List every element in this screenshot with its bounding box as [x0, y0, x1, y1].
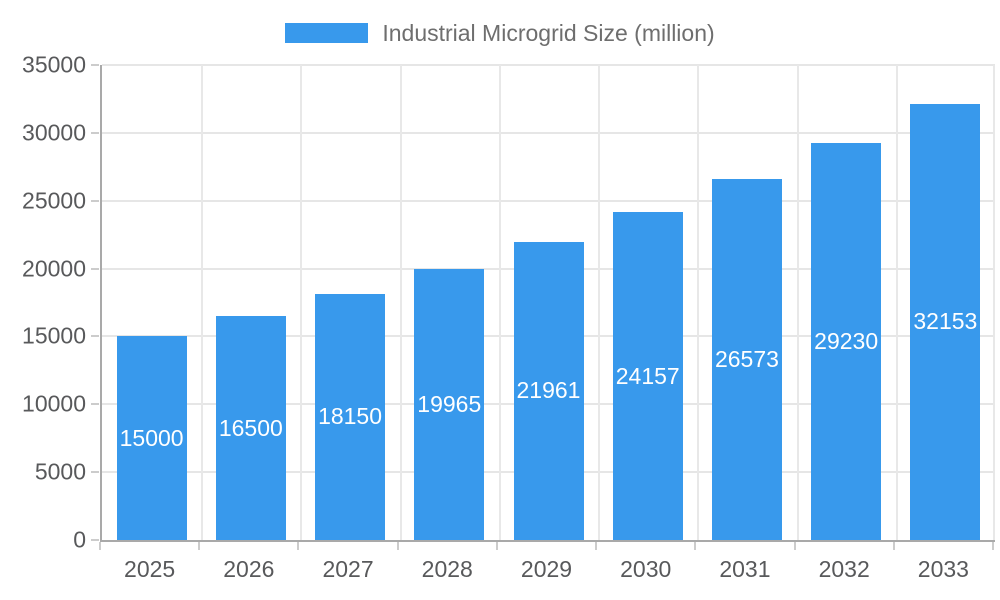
- x-axis-tick-mark: [793, 542, 796, 550]
- horizontal-gridline: [102, 64, 995, 66]
- bar-value-label: 24157: [615, 362, 680, 389]
- y-axis-tick-label: 0: [73, 526, 86, 553]
- vertical-gridline: [895, 65, 898, 540]
- bar-value-label: 18150: [318, 403, 383, 430]
- x-axis-tick-label: 2031: [719, 556, 771, 582]
- horizontal-gridline: [102, 131, 995, 134]
- y-axis-tick-label: 20000: [22, 255, 86, 282]
- y-axis-tick-mark: [91, 64, 99, 66]
- x-axis-tick-mark: [694, 542, 697, 550]
- y-axis-tick-mark: [91, 267, 99, 270]
- x-axis-tick-label: 2027: [322, 556, 374, 582]
- y-axis-tick-label: 10000: [22, 390, 86, 417]
- y-axis-tick-label: 30000: [22, 119, 86, 146]
- y-axis-tick-mark: [91, 199, 99, 202]
- x-axis-tick-label: 2030: [620, 556, 672, 582]
- legend-swatch: [285, 23, 369, 43]
- bar-2033[interactable]: 32153: [910, 103, 981, 540]
- bar-2028[interactable]: 19965: [414, 269, 485, 540]
- x-axis-tick-label: 2032: [818, 556, 870, 582]
- x-axis-tick-mark: [99, 542, 101, 550]
- vertical-gridline: [796, 65, 799, 540]
- bar-value-label: 16500: [218, 414, 283, 441]
- vertical-gridline: [498, 65, 501, 540]
- x-axis-tick-mark: [495, 542, 498, 550]
- legend-label: Industrial Microgrid Size (million): [382, 19, 715, 46]
- vertical-gridline: [399, 65, 402, 540]
- x-axis-tick-label: 2025: [124, 556, 176, 582]
- bar-value-label: 29230: [814, 328, 879, 355]
- y-axis-tick-label: 5000: [34, 458, 86, 485]
- bar-value-label: 32153: [913, 308, 978, 335]
- y-axis-tick-mark: [91, 539, 99, 541]
- y-axis-tick-mark: [91, 131, 99, 134]
- y-axis-tick-label: 35000: [22, 51, 86, 78]
- x-axis-tick-mark: [595, 542, 598, 550]
- plot-area: 15000 16500 18150 19965 21961 24157 26573 29230…: [100, 64, 995, 542]
- y-axis-tick-mark: [91, 403, 99, 406]
- vertical-gridline: [300, 65, 303, 540]
- bar-value-label: 26573: [714, 346, 779, 373]
- bar-2026[interactable]: 16500: [215, 316, 286, 540]
- x-axis-tick-label: 2029: [520, 556, 573, 582]
- vertical-gridline: [993, 65, 995, 540]
- x-axis-tick-mark: [892, 542, 895, 550]
- bar-value-label: 21961: [516, 377, 581, 404]
- y-axis-tick-mark: [91, 335, 99, 338]
- x-axis-tick-mark: [396, 542, 399, 550]
- bar-2032[interactable]: 29230: [811, 143, 882, 540]
- y-axis-tick-label: 15000: [22, 322, 86, 349]
- x-axis-tick-mark: [992, 542, 994, 550]
- vertical-gridline: [697, 65, 700, 540]
- x-axis-tick-mark: [198, 542, 201, 550]
- bar-2025[interactable]: 15000: [116, 336, 187, 540]
- x-axis-tick-label: 2033: [917, 556, 969, 582]
- chart-legend[interactable]: Industrial Microgrid Size (million): [0, 18, 1000, 48]
- x-axis-tick-label: 2028: [421, 556, 473, 582]
- y-axis-tick-label: 25000: [22, 187, 86, 214]
- vertical-gridline: [201, 65, 204, 540]
- bar-2031[interactable]: 26573: [711, 179, 782, 540]
- y-axis-tick-mark: [91, 471, 99, 474]
- bar-2030[interactable]: 24157: [612, 212, 683, 540]
- x-axis-tick-label: 2026: [223, 556, 275, 582]
- vertical-gridline: [598, 65, 601, 540]
- bar-2029[interactable]: 21961: [513, 241, 584, 540]
- bar-2027[interactable]: 18150: [315, 293, 386, 540]
- bar-value-label: 19965: [417, 391, 482, 418]
- x-axis-tick-mark: [297, 542, 300, 550]
- horizontal-gridline: [102, 199, 995, 202]
- bar-value-label: 15000: [119, 424, 184, 451]
